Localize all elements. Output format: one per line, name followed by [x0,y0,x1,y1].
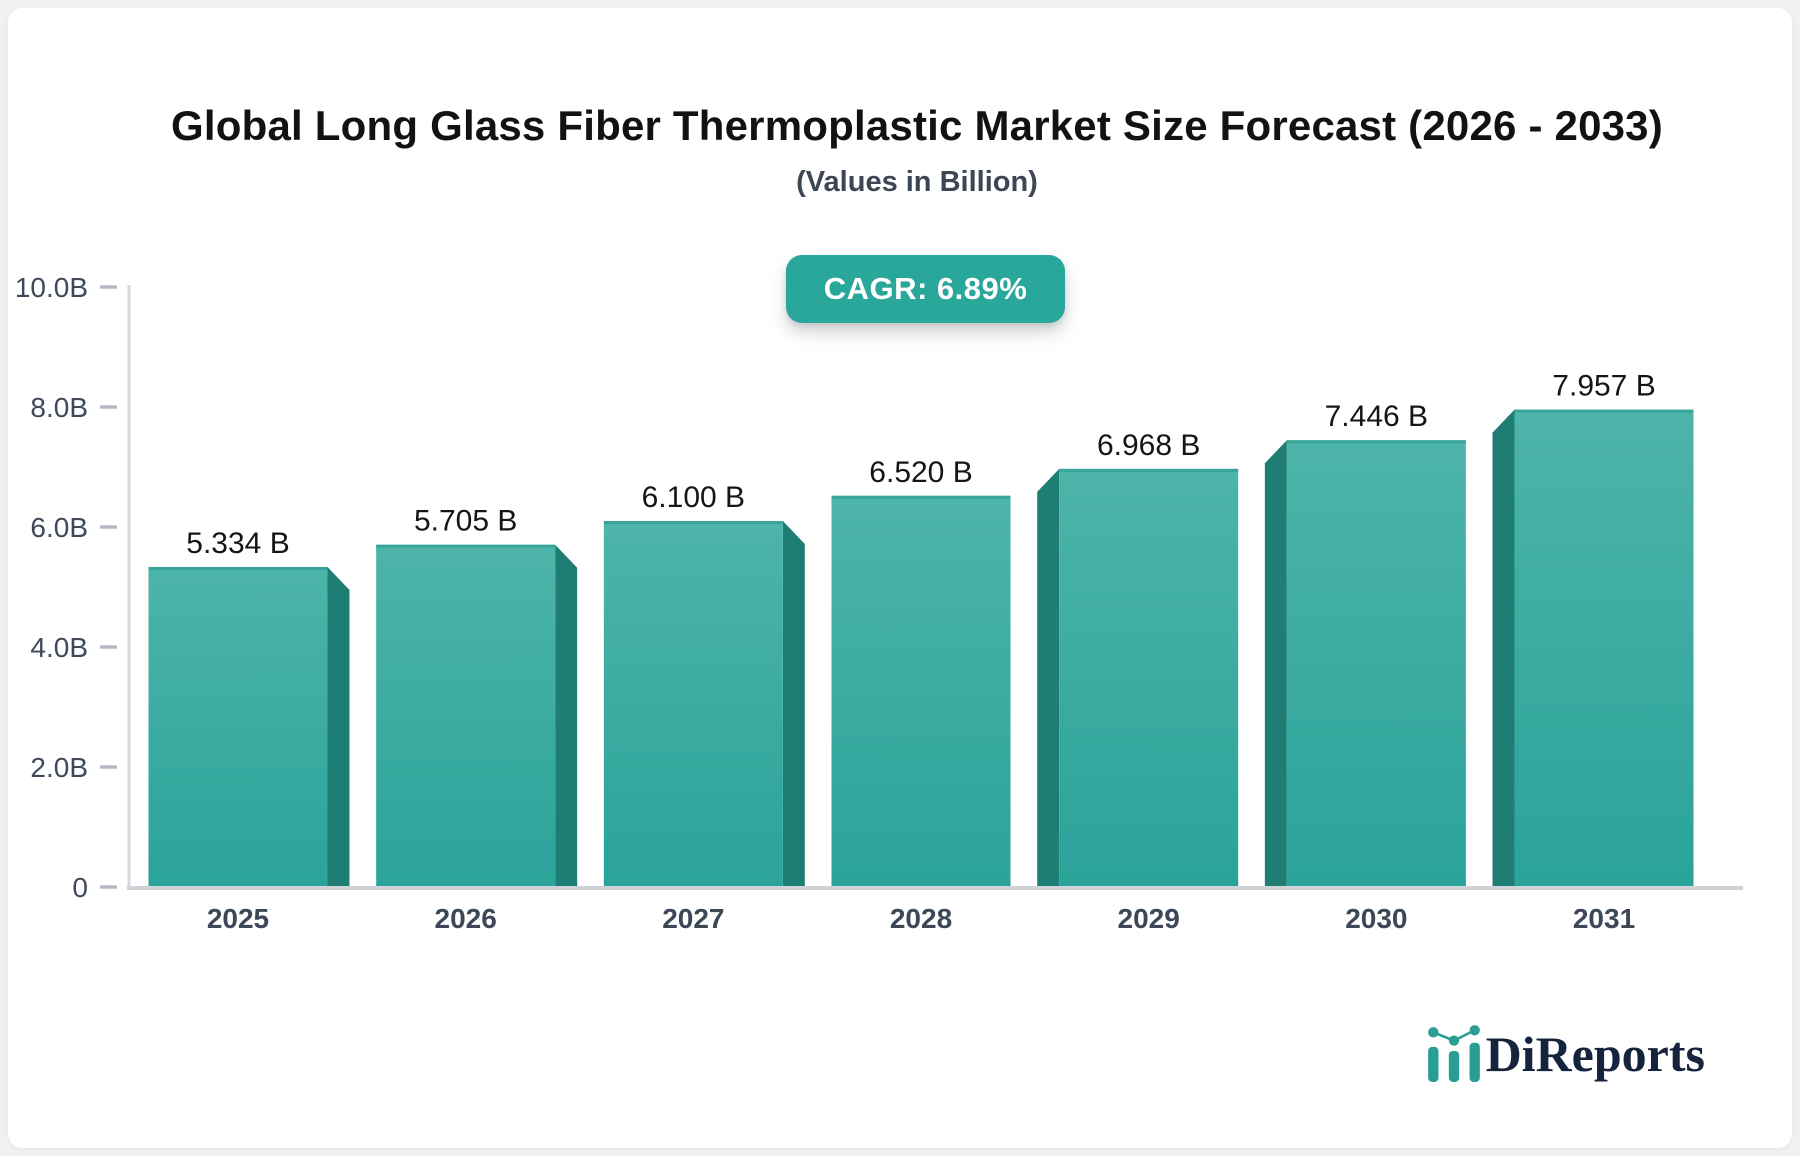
x-tick-label-2026: 2026 [435,903,497,934]
x-tick-label-2030: 2030 [1345,903,1407,934]
x-tick-label-2025: 2025 [207,903,269,934]
y-tick-label-0: 0 [72,872,88,903]
y-tick-label-6.0B: 6.0B [30,512,88,543]
bar-2025 [148,566,328,887]
bar-side-2027 [782,521,805,887]
bar-2031 [1514,409,1694,887]
x-tick-label-2027: 2027 [662,903,724,934]
y-tick-label-8.0B: 8.0B [30,392,88,423]
bar-2026 [376,544,556,887]
bar-side-2030 [1264,440,1287,887]
x-tick-label-2029: 2029 [1118,903,1180,934]
bar-value-label-2031: 7.957 B [1552,370,1655,403]
bar-side-2025 [327,566,350,887]
direports-logo-icon [1427,1025,1480,1082]
chart-subtitle: (Values in Billion) [796,166,1038,198]
chart-title: Global Long Glass Fiber Thermoplastic Ma… [171,102,1663,149]
x-tick-label-2028: 2028 [890,903,952,934]
bar-value-label-2026: 5.705 B [414,505,517,538]
bar-2027 [603,521,783,887]
bar-value-label-2027: 6.100 B [642,481,745,514]
direports-logo-text: DiReports [1485,1026,1705,1082]
bar-value-label-2029: 6.968 B [1097,429,1200,462]
y-tick-label-4.0B: 4.0B [30,632,88,663]
y-tick-label-2.0B: 2.0B [30,752,88,783]
bar-2029 [1059,468,1239,887]
cagr-badge-label: CAGR: 6.89% [823,271,1028,306]
bar-2028 [831,495,1011,887]
bar-side-2031 [1492,409,1515,887]
y-tick-label-10.0B: 10.0B [15,272,88,303]
bar-side-2026 [555,544,578,887]
x-tick-label-2031: 2031 [1573,903,1635,934]
bar-value-label-2030: 7.446 B [1325,400,1428,433]
bar-value-label-2025: 5.334 B [186,527,289,560]
bar-value-label-2028: 6.520 B [869,456,972,489]
cagr-badge: CAGR: 6.89% [786,255,1065,323]
direports-logo: DiReports [1427,1022,1705,1082]
bar-2030 [1286,440,1466,887]
bar-side-2029 [1037,468,1060,887]
